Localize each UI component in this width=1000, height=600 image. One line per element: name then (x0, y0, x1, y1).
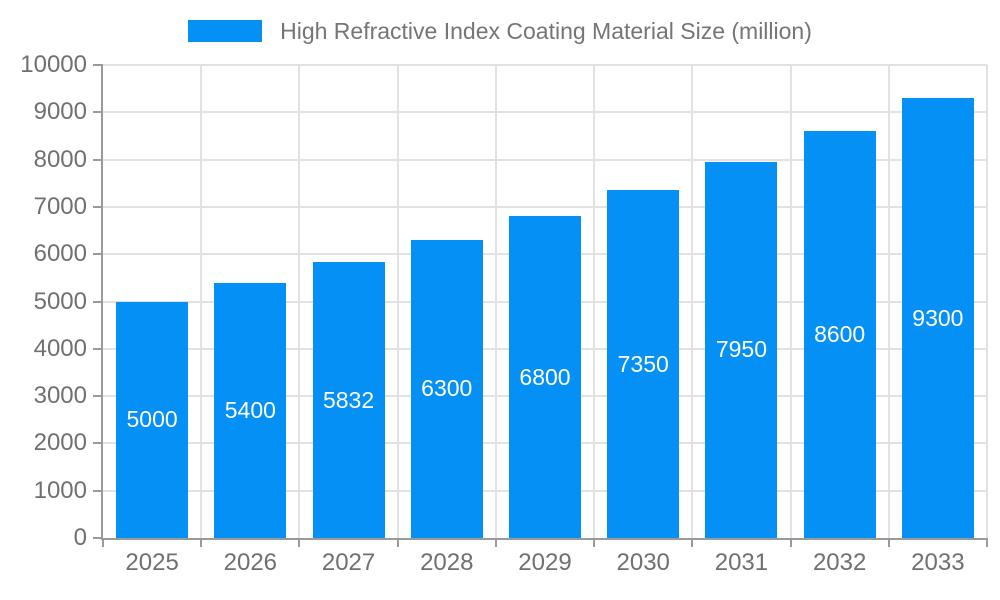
y-axis-tick (93, 537, 103, 539)
v-gridline (593, 65, 596, 538)
y-axis-tick (93, 395, 103, 398)
x-tick-label: 2025 (125, 549, 179, 576)
y-axis-tick (93, 300, 103, 303)
v-gridline (789, 65, 792, 538)
legend-swatch (188, 20, 263, 42)
y-axis-tick (93, 253, 103, 256)
bar[interactable]: 5000 (116, 301, 189, 538)
y-tick-label: 6000 (33, 240, 87, 268)
bar-value-label: 9300 (912, 304, 964, 331)
x-tick-label: 2030 (616, 549, 670, 576)
y-tick-label: 8000 (33, 145, 87, 173)
v-gridline (986, 65, 988, 538)
y-tick-label: 5000 (33, 287, 87, 315)
x-axis-tick (102, 538, 104, 547)
y-tick-label: 3000 (33, 382, 87, 410)
y-tick-label: 0 (73, 524, 87, 551)
bar-value-label: 5400 (224, 396, 276, 423)
bar[interactable]: 6800 (509, 216, 581, 538)
y-axis-tick (93, 158, 103, 161)
bar-value-label: 6300 (421, 375, 473, 402)
v-gridline (298, 65, 301, 538)
x-axis-tick (593, 538, 596, 547)
bar[interactable]: 5400 (214, 282, 287, 538)
y-tick-label: 10000 (20, 51, 87, 78)
x-tick-label: 2029 (518, 549, 572, 576)
y-axis-tick (93, 442, 103, 445)
y-axis-tick (93, 64, 103, 66)
legend-label: High Refractive Index Coating Material S… (280, 17, 812, 44)
y-tick-label: 1000 (33, 476, 87, 504)
x-tick-label: 2031 (714, 549, 769, 576)
bar-value-label: 5832 (322, 386, 375, 413)
x-tick-label: 2033 (911, 549, 965, 576)
bar[interactable]: 8600 (803, 131, 876, 538)
y-axis-tick (93, 347, 103, 350)
x-axis-tick (986, 538, 988, 547)
y-tick-label: 9000 (33, 98, 87, 126)
x-axis-tick (494, 538, 497, 547)
x-axis-tick (200, 538, 203, 547)
h-gridline (103, 111, 987, 114)
x-axis-tick (298, 538, 301, 547)
x-axis-tick (887, 538, 890, 547)
chart-legend[interactable]: High Refractive Index Coating Material S… (0, 16, 1000, 46)
v-gridline (691, 65, 694, 538)
bar-value-label: 8600 (814, 321, 866, 348)
bar[interactable]: 6300 (410, 240, 483, 538)
h-gridline (103, 64, 987, 66)
y-tick-label: 2000 (33, 429, 87, 457)
bar-value-label: 6800 (519, 363, 571, 390)
x-axis-tick (691, 538, 694, 547)
x-tick-label: 2026 (223, 549, 278, 576)
y-tick-label: 4000 (33, 334, 87, 362)
y-axis-tick (93, 489, 103, 492)
x-tick-label: 2032 (812, 549, 867, 576)
bar[interactable]: 7950 (705, 161, 778, 538)
v-gridline (494, 65, 497, 538)
bar[interactable]: 5832 (312, 262, 385, 538)
bar[interactable]: 7350 (607, 190, 680, 538)
x-tick-label: 2027 (321, 549, 376, 576)
y-axis-tick (93, 205, 103, 208)
h-gridline (103, 205, 987, 208)
v-gridline (396, 65, 399, 538)
x-tick-label: 2028 (420, 549, 474, 576)
bar-value-label: 5000 (126, 406, 178, 433)
h-gridline (103, 158, 987, 161)
x-axis-tick (396, 538, 399, 547)
x-axis-tick (789, 538, 792, 547)
plot-area: 0 1000 2000 3000 4000 5000 6000 7000 8000 9000 100… (20, 53, 988, 576)
y-tick-label: 7000 (33, 192, 87, 220)
bar-value-label: 7350 (617, 350, 669, 377)
bar[interactable]: 9300 (901, 98, 974, 538)
y-axis-tick (93, 111, 103, 114)
v-gridline (887, 65, 890, 538)
bar-value-label: 7950 (715, 336, 768, 363)
v-gridline (200, 65, 203, 538)
